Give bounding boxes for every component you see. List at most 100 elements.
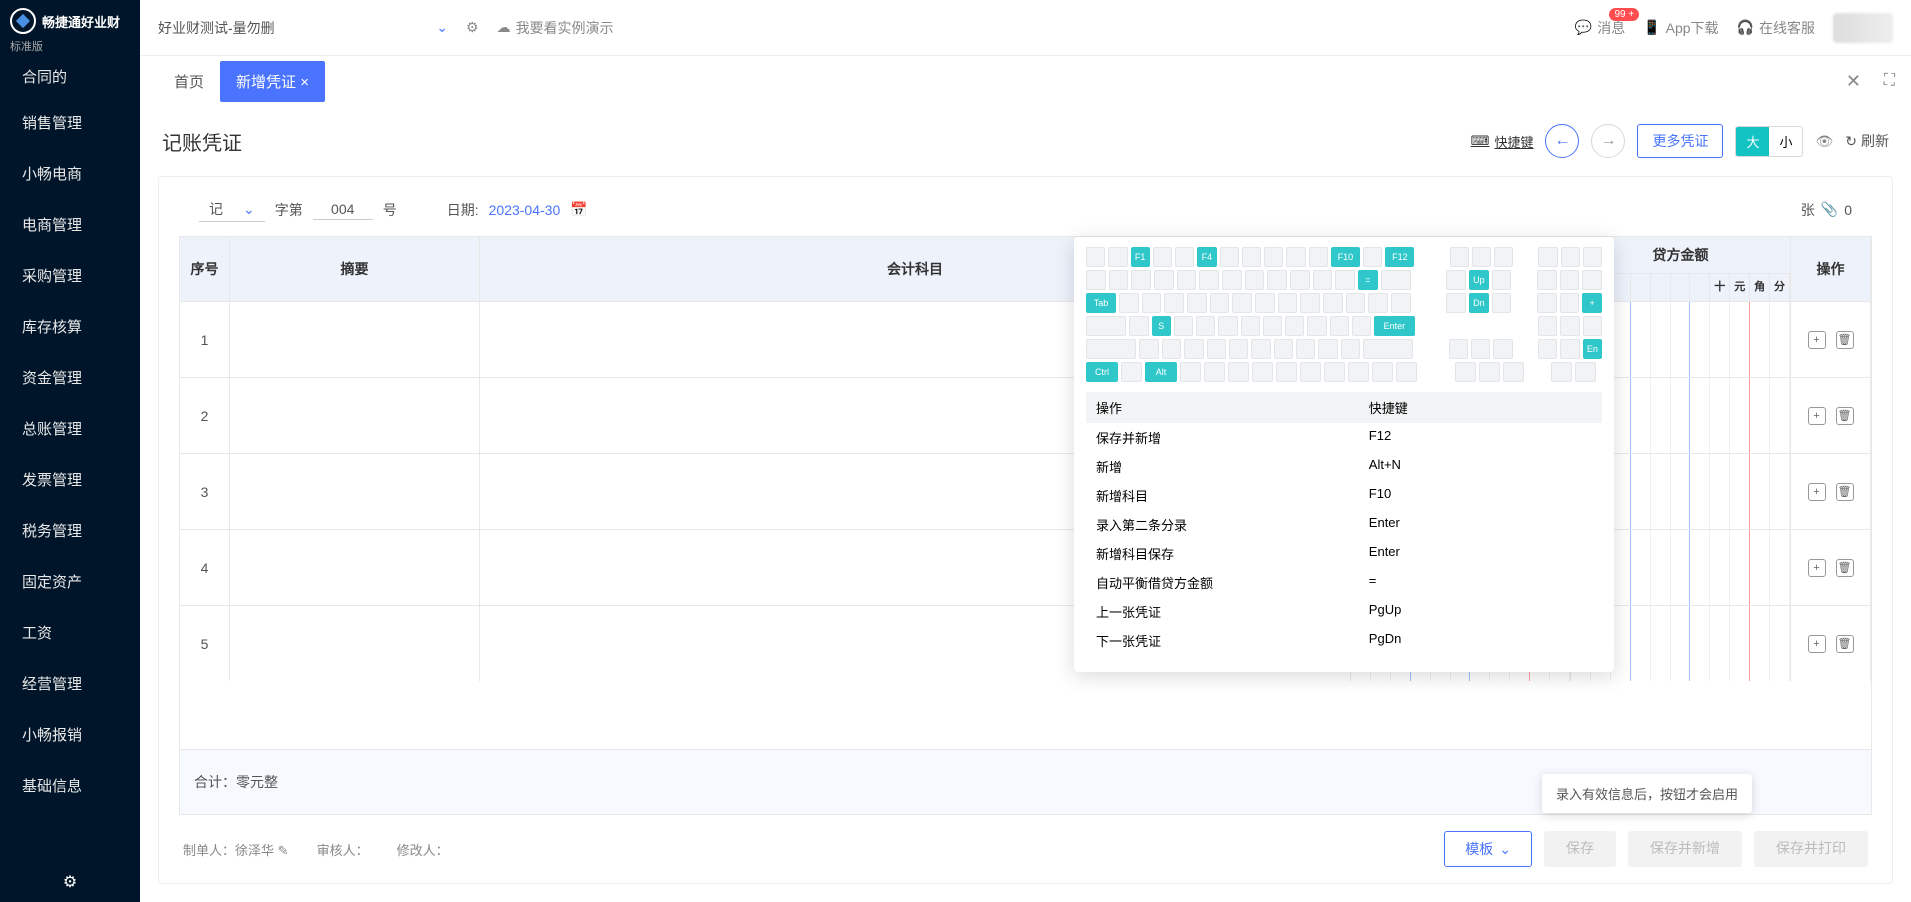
nav-item[interactable]: 销售管理: [0, 97, 140, 148]
keyboard-key: [1210, 293, 1230, 313]
calendar-icon[interactable]: 📅: [570, 201, 587, 218]
keyboard-key: S: [1152, 316, 1171, 336]
auditor-label: 审核人：: [317, 840, 369, 859]
cell-seq: 4: [180, 529, 230, 605]
template-button[interactable]: 模板 ⌄: [1444, 831, 1532, 867]
nav-item[interactable]: 税务管理: [0, 505, 140, 556]
voucher-number-input[interactable]: 004: [313, 199, 373, 220]
keyboard-key: [1251, 339, 1270, 359]
nav-item[interactable]: 工资: [0, 607, 140, 658]
row-add-icon[interactable]: +: [1808, 331, 1826, 349]
keyboard-key: [1516, 339, 1535, 359]
row-delete-icon[interactable]: 🗑: [1836, 559, 1854, 577]
next-voucher-button[interactable]: →: [1591, 124, 1625, 158]
nav-item[interactable]: 发票管理: [0, 454, 140, 505]
size-small[interactable]: 小: [1769, 127, 1802, 156]
nav-item[interactable]: 库存核算: [0, 301, 140, 352]
keyboard-key: [1129, 316, 1148, 336]
keyboard-key: [1300, 362, 1321, 382]
nav-item-clipped[interactable]: 合同的: [0, 62, 140, 97]
keyboard-key: [1561, 247, 1580, 267]
tab-new-voucher[interactable]: 新增凭证 ×: [220, 61, 325, 102]
keyboard-key: [1330, 316, 1349, 336]
save-and-new-button: 保存并新增: [1628, 831, 1742, 867]
cell-summary[interactable]: [230, 453, 480, 529]
tenant-name: 好业财测试-量勿删: [158, 18, 275, 38]
keyboard-key: [1267, 270, 1287, 290]
messages-button[interactable]: 💬 消息 99 +: [1575, 18, 1625, 38]
nav-item[interactable]: 资金管理: [0, 352, 140, 403]
shortcut-row: 新增科目保存Enter: [1086, 539, 1602, 568]
message-badge: 99 +: [1609, 8, 1639, 21]
nav-item[interactable]: 基础信息: [0, 760, 140, 811]
size-big[interactable]: 大: [1736, 127, 1769, 156]
app-download-button[interactable]: 📱 App下载: [1643, 18, 1718, 38]
shortcut-keys-link[interactable]: ⌨ 快捷键: [1471, 132, 1534, 151]
page-title: 记账凭证: [162, 127, 242, 156]
keyboard-key: [1204, 362, 1225, 382]
nav-item[interactable]: 总账管理: [0, 403, 140, 454]
cell-ops: +🗑: [1791, 529, 1871, 605]
cell-summary[interactable]: [230, 301, 480, 377]
more-vouchers-button[interactable]: 更多凭证: [1637, 124, 1723, 158]
keyboard-key: [1391, 293, 1411, 313]
attachment-icon[interactable]: 📎: [1821, 201, 1838, 218]
close-icon[interactable]: ×: [300, 74, 309, 91]
keyboard-key: [1341, 339, 1360, 359]
tab-home[interactable]: 首页: [158, 61, 220, 102]
refresh-button[interactable]: ↻ 刷新: [1845, 131, 1889, 151]
keyboard-key: [1414, 270, 1444, 290]
keyboard-key: [1538, 247, 1557, 267]
keyboard-key: [1348, 362, 1369, 382]
edit-icon[interactable]: ✎: [278, 843, 289, 858]
keyboard-key: [1582, 270, 1602, 290]
fullscreen-icon[interactable]: ⛶: [1884, 72, 1895, 90]
keyboard-key: [1538, 339, 1557, 359]
row-delete-icon[interactable]: 🗑: [1836, 635, 1854, 653]
nav-item[interactable]: 小畅电商: [0, 148, 140, 199]
voucher-card: 记 ⌄ 字第 004 号 日期: 2023-04-30 📅 张 📎 0: [158, 176, 1893, 884]
cell-summary[interactable]: [230, 377, 480, 453]
nav-item[interactable]: 电商管理: [0, 199, 140, 250]
keyboard-key: [1551, 362, 1572, 382]
row-delete-icon[interactable]: 🗑: [1836, 331, 1854, 349]
row-delete-icon[interactable]: 🗑: [1836, 407, 1854, 425]
keyboard-key: [1300, 293, 1320, 313]
tabs-close-all[interactable]: ✕: [1846, 71, 1861, 92]
keyboard-key: [1583, 247, 1602, 267]
cell-seq: 2: [180, 377, 230, 453]
voucher-type-select[interactable]: 记 ⌄: [199, 197, 265, 222]
row-add-icon[interactable]: +: [1808, 407, 1826, 425]
demo-link[interactable]: ☁ 我要看实例演示: [497, 18, 614, 38]
keyboard-key: En: [1583, 339, 1602, 359]
attach-count-label: 张: [1801, 200, 1815, 220]
cell-seq: 5: [180, 605, 230, 681]
keyboard-key: [1472, 316, 1491, 336]
prev-voucher-button[interactable]: ←: [1545, 124, 1579, 158]
nav-item[interactable]: 小畅报销: [0, 709, 140, 760]
user-avatar[interactable]: [1833, 13, 1893, 43]
keyboard-key: [1207, 339, 1226, 359]
nav-item[interactable]: 经营管理: [0, 658, 140, 709]
visibility-icon[interactable]: 👁: [1815, 133, 1833, 150]
voucher-footer: 制单人：徐泽华 ✎ 审核人： 修改人： 模板 ⌄ 保存 保存并新增 保存并打印: [179, 815, 1872, 867]
customer-service-button[interactable]: 🎧 在线客服: [1737, 18, 1815, 38]
cell-summary[interactable]: [230, 605, 480, 681]
keyboard-key: [1229, 339, 1248, 359]
row-delete-icon[interactable]: 🗑: [1836, 483, 1854, 501]
keyboard-key: [1323, 293, 1343, 313]
settings-gear-icon[interactable]: ⚙: [0, 862, 140, 902]
cell-summary[interactable]: [230, 529, 480, 605]
row-add-icon[interactable]: +: [1808, 635, 1826, 653]
voucher-date[interactable]: 2023-04-30: [489, 202, 561, 218]
nav-item[interactable]: 采购管理: [0, 250, 140, 301]
nav-item[interactable]: 固定资产: [0, 556, 140, 607]
shortcut-row: 录入第二条分录Enter: [1086, 510, 1602, 539]
row-add-icon[interactable]: +: [1808, 559, 1826, 577]
tenant-settings-icon[interactable]: ⚙: [466, 19, 479, 36]
tenant-select[interactable]: 好业财测试-量勿删 ⌄: [158, 18, 448, 38]
row-add-icon[interactable]: +: [1808, 483, 1826, 501]
keyboard-key: [1296, 339, 1315, 359]
shortcut-row: 新增Alt+N: [1086, 452, 1602, 481]
keyboard-key: [1363, 247, 1382, 267]
